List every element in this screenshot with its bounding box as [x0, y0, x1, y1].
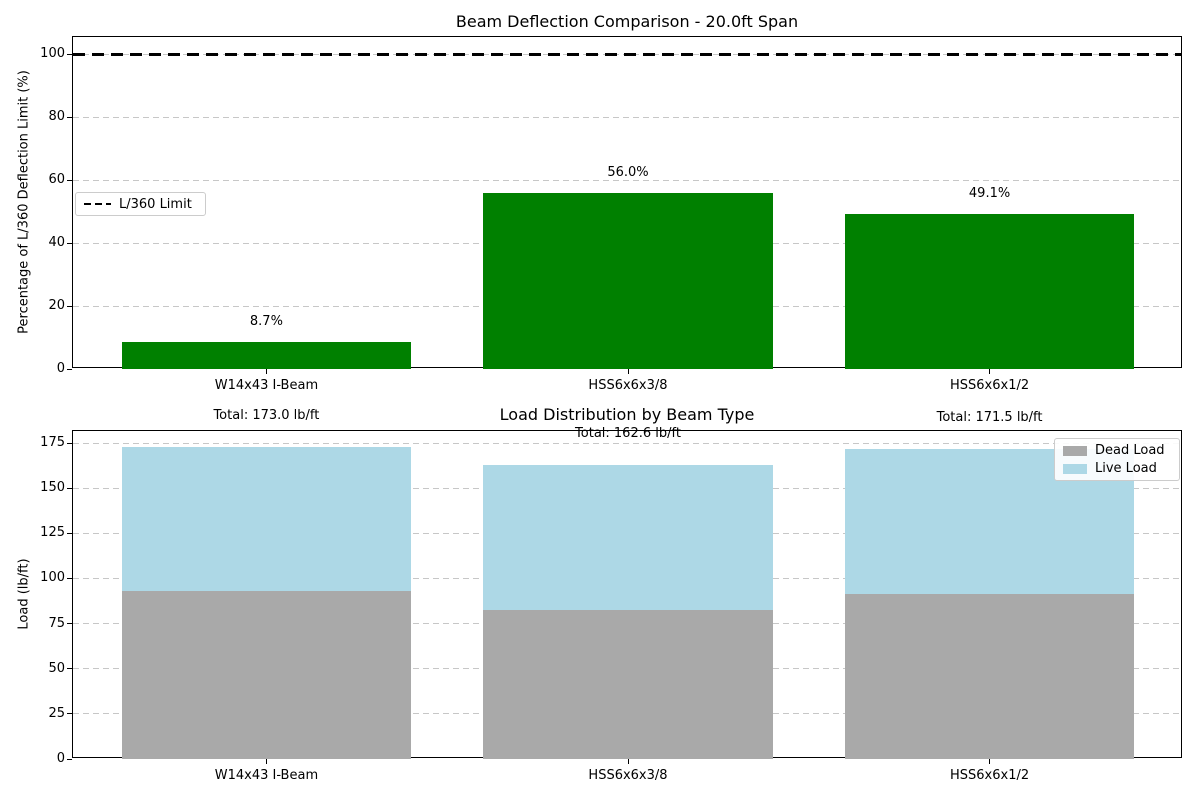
stacked-bar-segment-dead-load	[844, 593, 1135, 759]
load-axes: 0 25 50 75 100 125 150 175 Total: 173.0 lb/ft Tot…	[40, 408, 1182, 783]
grid-line	[73, 442, 1181, 444]
y-tick-mark	[67, 242, 72, 244]
x-tick-mark	[265, 759, 267, 764]
y-tick-mark	[67, 758, 72, 760]
y-tick-mark	[67, 442, 72, 444]
total-label: Total: 171.5 lb/ft	[936, 410, 1043, 426]
load-chart-title: Load Distribution by Beam Type	[499, 405, 755, 424]
stacked-bar-segment-live-load	[121, 446, 412, 592]
y-tick-mark	[67, 53, 72, 55]
y-tick-mark	[67, 668, 72, 670]
y-tick-mark	[67, 532, 72, 534]
x-tick-mark	[627, 759, 629, 764]
y-tick-label: 40	[48, 235, 65, 251]
y-tick-label: 175	[40, 435, 65, 450]
x-category-label: HSS6x6x1/2	[949, 378, 1030, 393]
y-tick-mark	[67, 368, 72, 370]
y-tick-label: 75	[48, 615, 65, 631]
deflection-axes: 0 20 40 60 80 100 8.7% 56.0% 49.1% W14x43 I-Beam H…	[40, 36, 1182, 393]
live-load-swatch-icon	[1063, 463, 1087, 474]
y-tick-label: 100	[40, 570, 65, 586]
bar-value-label: 56.0%	[607, 164, 649, 180]
x-tick-mark	[989, 759, 991, 764]
y-tick-mark	[67, 116, 72, 118]
y-tick-label: 125	[40, 525, 65, 541]
x-category-label: HSS6x6x3/8	[588, 378, 668, 393]
x-tick-mark	[627, 369, 629, 374]
x-category-label: HSS6x6x3/8	[588, 768, 668, 783]
x-tick-mark	[265, 369, 267, 374]
y-tick-label: 0	[56, 361, 65, 376]
deflection-legend: L/360 Limit	[75, 192, 206, 216]
deflection-bar	[483, 192, 773, 369]
y-tick-mark	[67, 305, 72, 307]
legend-label: Live Load	[1095, 461, 1157, 476]
y-tick-label: 100	[40, 46, 65, 62]
deflection-chart-title: Beam Deflection Comparison - 20.0ft Span	[455, 12, 799, 31]
total-label: Total: 162.6 lb/ft	[575, 426, 681, 442]
x-category-label: W14x43 I-Beam	[214, 768, 319, 783]
x-tick-mark	[989, 369, 991, 374]
stacked-bar-segment-dead-load	[121, 591, 412, 759]
y-tick-mark	[67, 179, 72, 181]
dead-load-swatch-icon	[1063, 445, 1087, 456]
legend-entry-l360-limit: L/360 Limit	[84, 197, 197, 212]
legend-label: L/360 Limit	[119, 196, 192, 212]
y-tick-mark	[67, 713, 72, 715]
grid-line	[73, 179, 1181, 181]
load-legend: Dead Load Live Load	[1054, 438, 1180, 481]
grid-line	[73, 116, 1181, 118]
y-tick-label: 0	[56, 751, 65, 766]
legend-label: Dead Load	[1095, 443, 1165, 458]
l360-limit-line	[73, 53, 1181, 56]
y-tick-label: 25	[48, 705, 65, 721]
y-tick-mark	[67, 487, 72, 489]
x-category-label: HSS6x6x1/2	[949, 768, 1030, 783]
y-tick-mark	[67, 577, 72, 579]
legend-entry-dead-load: Dead Load	[1063, 443, 1171, 458]
total-label: Total: 173.0 lb/ft	[213, 407, 320, 423]
y-tick-mark	[67, 623, 72, 625]
y-tick-label: 20	[48, 298, 65, 314]
x-category-label: W14x43 I-Beam	[214, 378, 319, 393]
deflection-bar	[844, 214, 1135, 369]
y-tick-label: 60	[48, 172, 65, 188]
stacked-bar-segment-live-load	[483, 465, 773, 610]
y-tick-label: 50	[48, 660, 65, 676]
y-tick-label: 150	[40, 480, 65, 496]
deflection-bar	[121, 341, 412, 369]
y-tick-label: 80	[48, 109, 65, 125]
bar-value-label: 8.7%	[249, 313, 283, 329]
stacked-bar-segment-dead-load	[483, 609, 773, 759]
legend-entry-live-load: Live Load	[1063, 461, 1171, 476]
dashed-line-icon	[84, 202, 111, 206]
bar-value-label: 49.1%	[968, 186, 1011, 202]
